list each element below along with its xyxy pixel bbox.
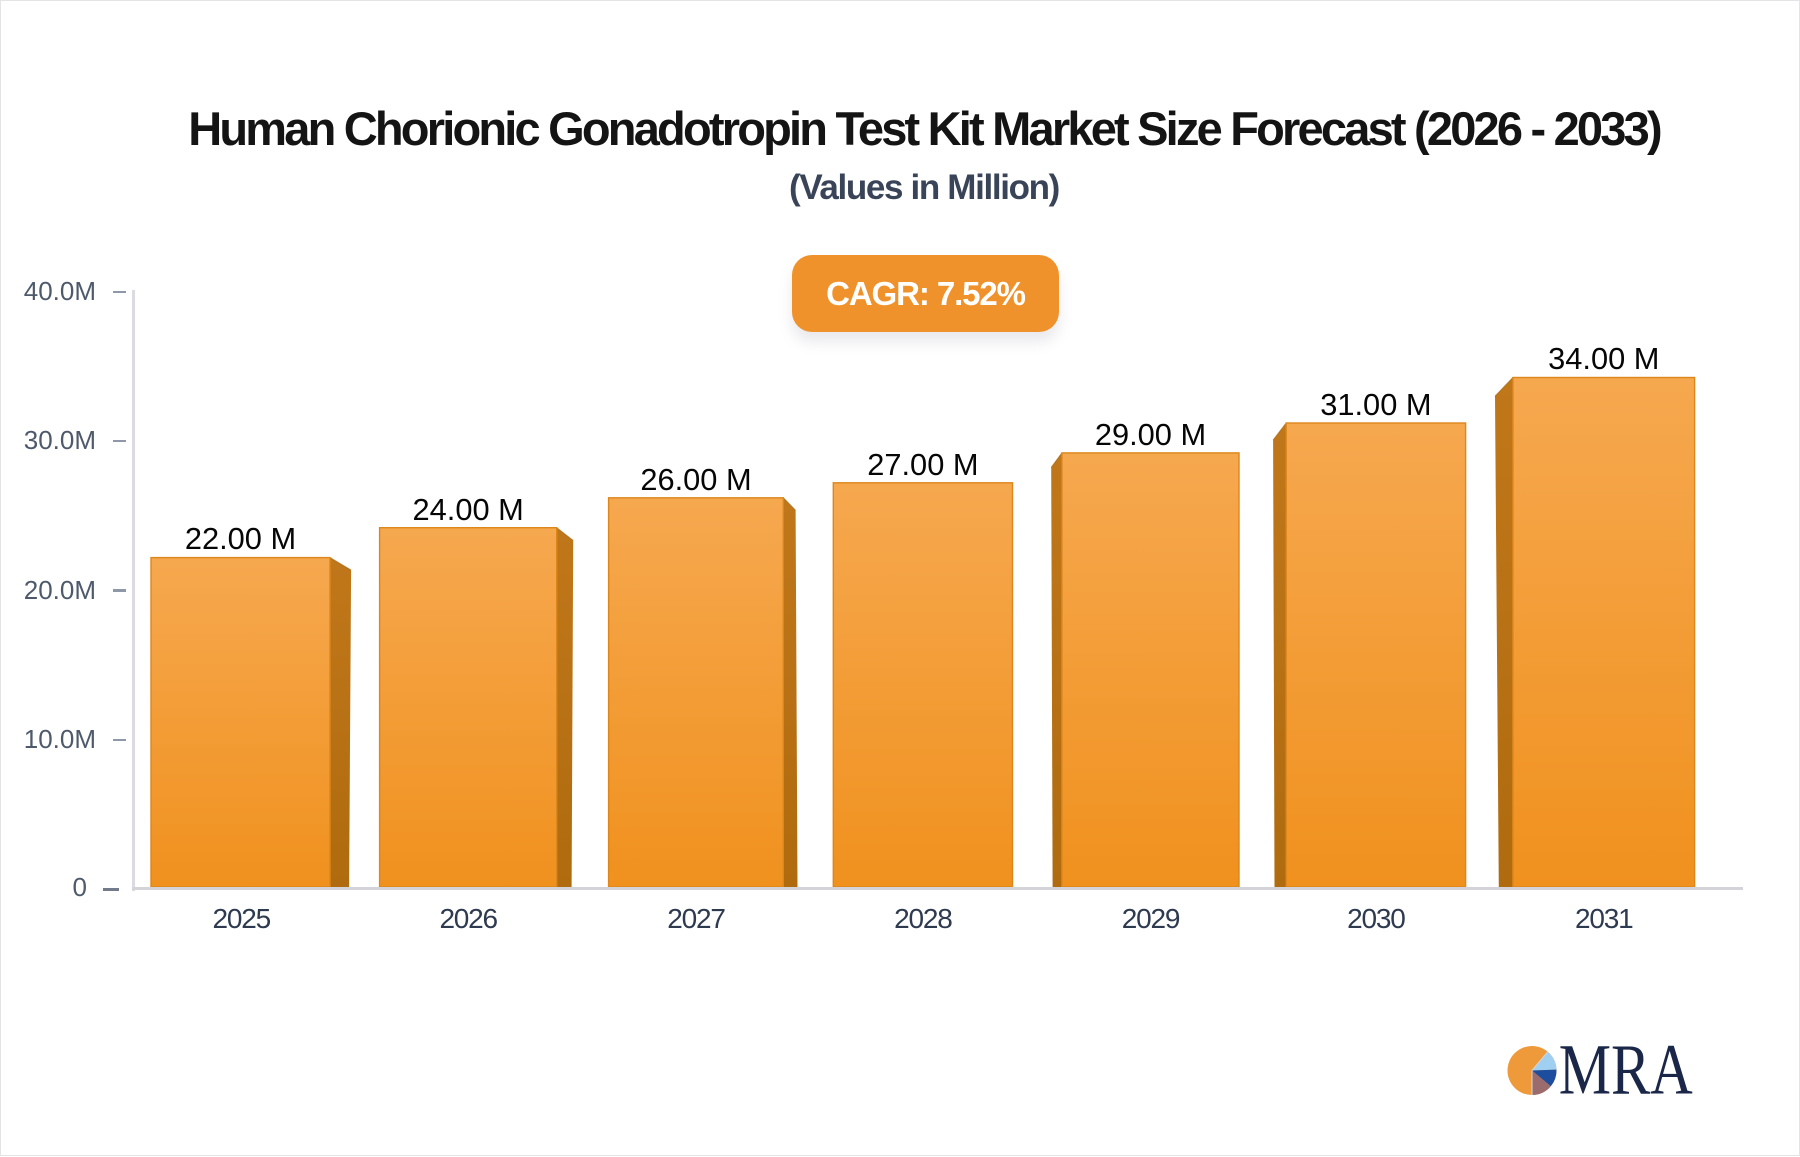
svg-text:MRA: MRA [1559,1037,1693,1110]
